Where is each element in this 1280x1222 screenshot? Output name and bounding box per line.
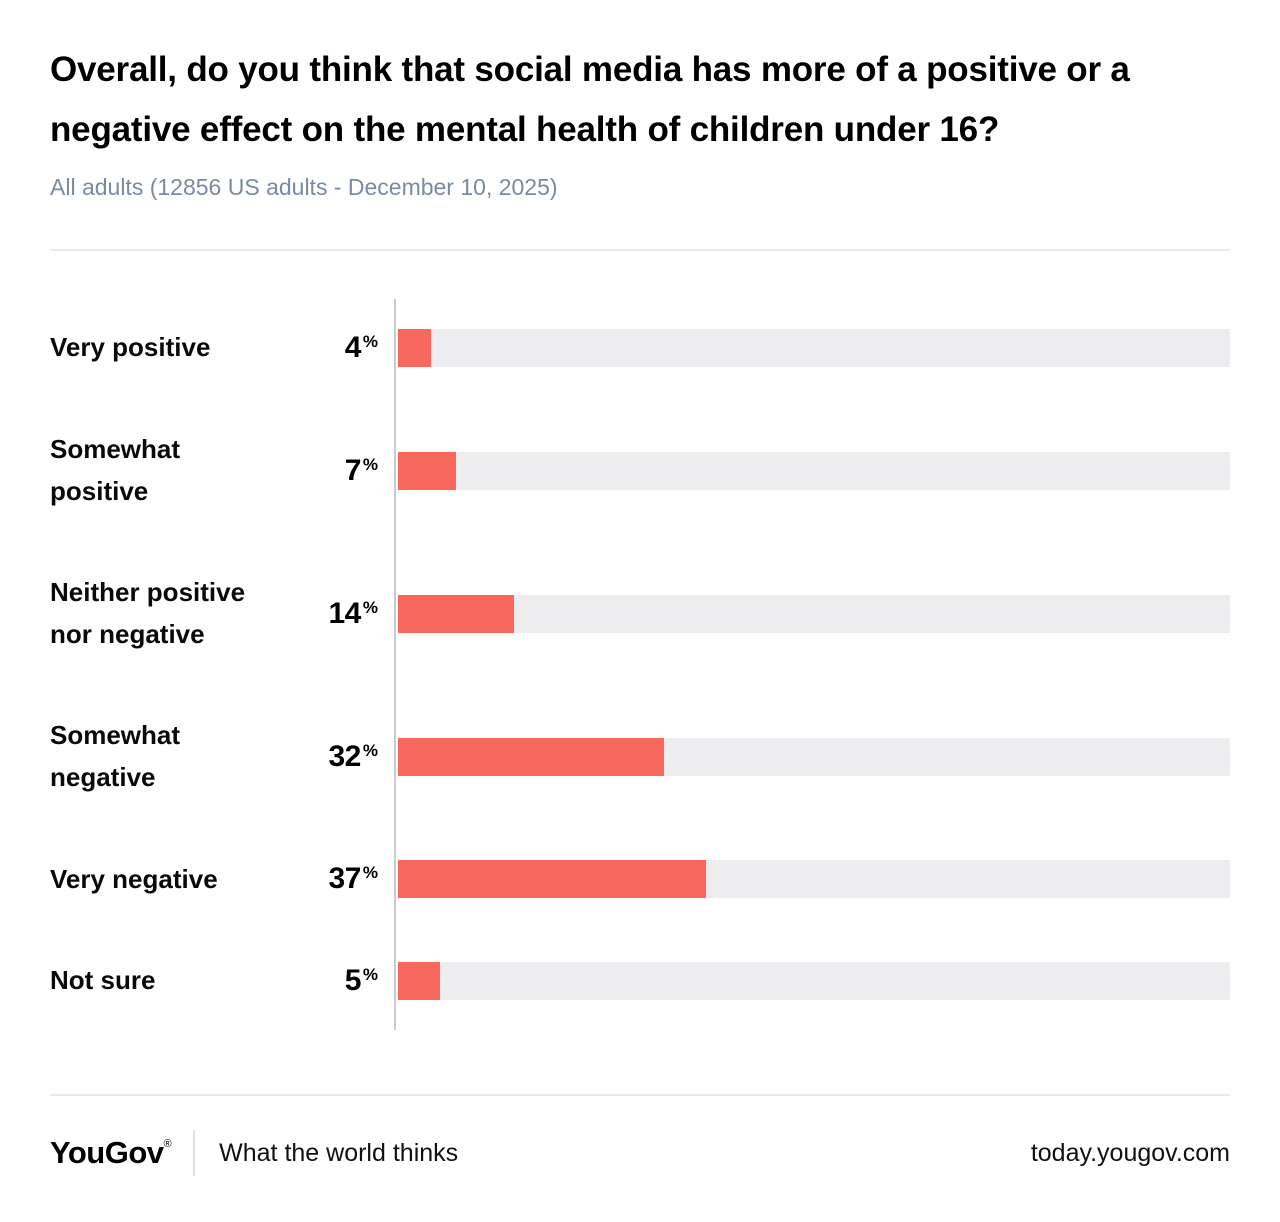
footer: YouGov® What the world thinks today.youg… <box>50 1094 1230 1176</box>
footer-vertical-divider <box>193 1130 196 1176</box>
value-label: 4% <box>302 331 394 365</box>
value-number: 37 <box>328 862 362 896</box>
percent-sign: % <box>362 454 378 474</box>
footer-site-link[interactable]: today.yougov.com <box>1030 1138 1230 1167</box>
percent-sign: % <box>362 863 378 883</box>
percent-sign: % <box>362 332 378 352</box>
category-label: Not sure <box>50 965 156 996</box>
value-label: 5% <box>302 964 394 998</box>
bar-fill <box>398 737 665 776</box>
bar-cell <box>394 737 1230 776</box>
percent-sign: % <box>362 740 378 760</box>
bar-chart: Very positive 4% Somewhat positive 7% Ne… <box>50 297 1230 1031</box>
bar-cell <box>394 329 1230 368</box>
value-number: 32 <box>328 739 362 773</box>
percent-sign: % <box>362 597 378 617</box>
value-number: 5 <box>344 963 362 997</box>
chart-row: Somewhat positive 7% <box>50 399 1230 542</box>
yougov-logo-text: YouGov <box>50 1135 164 1170</box>
page-title: Overall, do you think that social media … <box>50 50 1130 150</box>
bar-cell <box>394 594 1230 633</box>
percent-sign: % <box>362 964 378 984</box>
bar-fill <box>398 329 432 368</box>
bar-cell <box>394 451 1230 490</box>
chart-row: Not sure 5% <box>50 930 1230 1032</box>
chart-axis-line <box>394 299 396 1030</box>
bar-track <box>398 451 1230 490</box>
bar-track <box>398 860 1230 899</box>
header-divider <box>50 249 1230 252</box>
bar-cell <box>394 860 1230 899</box>
bar-fill <box>398 594 515 633</box>
chart-row: Neither positive nor negative 14% <box>50 542 1230 685</box>
bar-fill <box>398 860 706 899</box>
yougov-logo: YouGov® <box>50 1135 172 1171</box>
registered-trademark-icon: ® <box>163 1138 172 1150</box>
bar-track <box>398 329 1230 368</box>
category-label: Somewhat negative <box>50 720 181 792</box>
category-label: Neither positive nor negative <box>50 577 246 649</box>
bar-fill <box>398 451 457 490</box>
value-label: 32% <box>302 740 394 774</box>
value-number: 7 <box>344 453 362 487</box>
category-label: Very positive <box>50 332 211 363</box>
bar-track <box>398 961 1230 1000</box>
bar-track <box>398 737 1230 776</box>
footer-tagline: What the world thinks <box>219 1138 459 1167</box>
category-label: Somewhat positive <box>50 433 181 506</box>
chart-row: Somewhat negative 32% <box>50 685 1230 828</box>
value-number: 4 <box>344 331 362 365</box>
category-label: Very negative <box>50 863 218 894</box>
bar-cell <box>394 961 1230 1000</box>
value-label: 14% <box>302 597 394 631</box>
value-label: 7% <box>302 454 394 488</box>
chart-row: Very negative 37% <box>50 829 1230 931</box>
sample-subtitle: All adults (12856 US adults - December 1… <box>50 174 558 201</box>
value-label: 37% <box>302 862 394 896</box>
bar-track <box>398 594 1230 633</box>
value-number: 14 <box>328 596 362 630</box>
bar-fill <box>398 961 440 1000</box>
chart-row: Very positive 4% <box>50 297 1230 399</box>
